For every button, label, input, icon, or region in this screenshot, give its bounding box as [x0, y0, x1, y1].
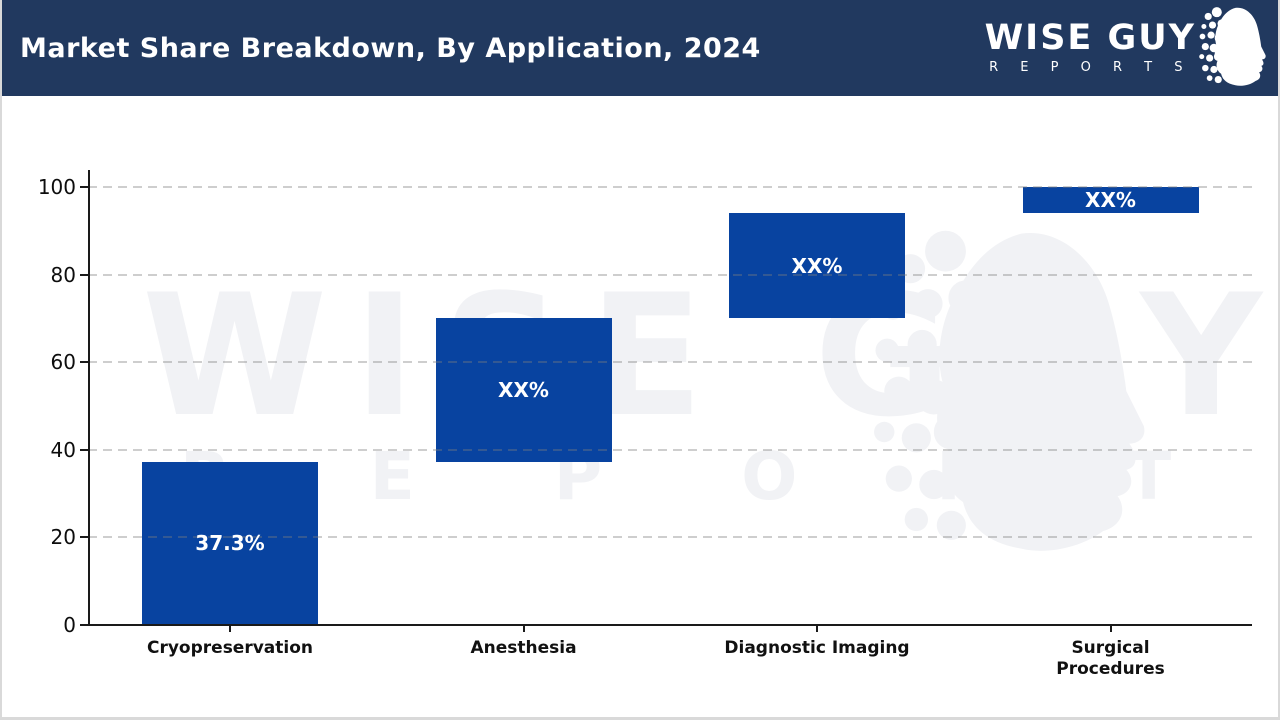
logo-wordmark: WISE GUY	[984, 18, 1196, 58]
logo-face-icon	[1199, 7, 1266, 86]
y-axis-line	[88, 170, 90, 626]
y-axis-tick	[80, 536, 88, 539]
y-axis-tick-label: 100	[37, 175, 76, 199]
logo-text: WISE GUY R E P O R T S	[984, 18, 1196, 76]
bar-diagnostic-imaging	[729, 213, 905, 319]
x-axis-category-label: Cryopreservation	[146, 638, 314, 658]
y-axis-tick	[80, 361, 88, 364]
bar-anesthesia	[435, 318, 612, 462]
x-axis-category-label: Surgical Procedures	[1056, 638, 1165, 679]
y-axis-tick-label: 0	[63, 613, 76, 637]
bar-cryopreservation	[142, 461, 318, 625]
header-bar: Market Share Breakdown, By Application, …	[0, 0, 1280, 96]
bar-surgical-procedures	[1022, 187, 1199, 214]
bar-value-label: XX%	[791, 253, 843, 278]
x-axis-category-label: Diagnostic Imaging	[724, 638, 910, 658]
y-axis-tick-label: 60	[50, 350, 76, 375]
gridline-20	[88, 536, 1252, 539]
y-axis-tick	[80, 448, 88, 451]
bar-value-label: XX%	[1085, 188, 1136, 213]
x-axis-tick	[229, 626, 231, 632]
y-axis-tick-label: 20	[50, 525, 76, 550]
gridline-40	[88, 448, 1252, 451]
gridline-60	[88, 361, 1252, 364]
x-axis-tick	[816, 626, 818, 632]
y-axis-tick-label: 80	[50, 262, 76, 287]
page-title: Market Share Breakdown, By Application, …	[20, 32, 761, 64]
gridline-80	[88, 273, 1252, 276]
y-axis-tick	[80, 624, 88, 626]
y-axis-tick-label: 40	[50, 437, 76, 462]
x-axis-tick	[1109, 626, 1112, 632]
logo-subtitle: R E P O R T S	[989, 60, 1192, 75]
bar-value-label: 37.3%	[195, 531, 265, 556]
x-axis-category-label: Anesthesia	[470, 638, 577, 658]
x-axis-line	[88, 624, 1252, 626]
x-axis-tick	[522, 626, 525, 632]
y-axis-tick	[80, 273, 88, 276]
wise-guy-reports-logo: WISE GUY R E P O R T S	[985, 5, 1280, 91]
bar-value-label: XX%	[498, 378, 549, 402]
gridline-100	[88, 186, 1252, 188]
y-axis-tick	[80, 186, 88, 188]
